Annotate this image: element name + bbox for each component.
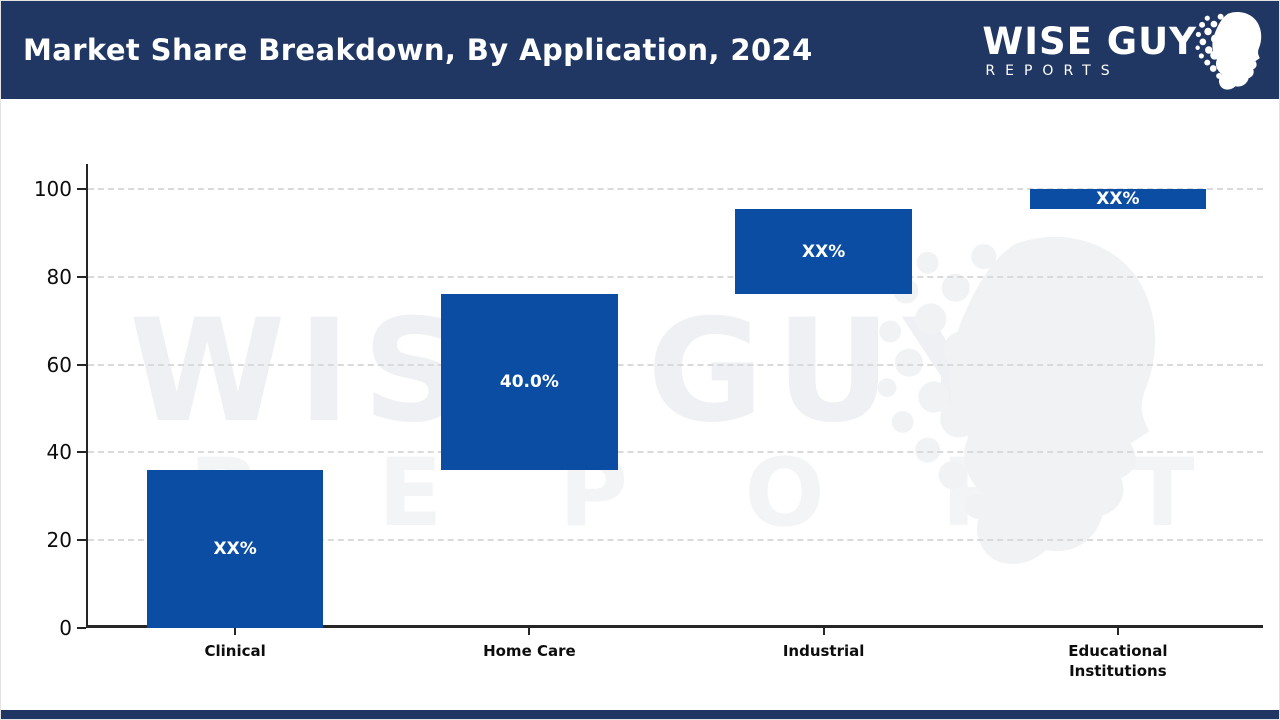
logo-text: WISE GUY REPORTS — [982, 19, 1197, 79]
gridline — [88, 539, 1263, 542]
footer-bar — [1, 710, 1279, 719]
bar — [146, 469, 324, 628]
bar-value-label: XX% — [1096, 188, 1140, 209]
category-label: Industrial — [782, 642, 865, 660]
y-tick-label: 40 — [46, 440, 72, 465]
logo-subtitle: REPORTS — [985, 62, 1120, 79]
y-tick-mark — [77, 275, 86, 278]
header: Market Share Breakdown, By Application, … — [1, 1, 1279, 99]
x-tick-mark — [234, 628, 237, 635]
plot-area: 0 20 40 60 80 100 XX% Clinical 40.0% Home Care XX%… — [34, 164, 1263, 680]
gridline — [88, 451, 1263, 454]
category-label: Clinical — [204, 642, 266, 660]
y-tick-mark — [77, 627, 86, 629]
x-tick-mark — [822, 628, 825, 635]
category-label: Educational Institutions — [1068, 642, 1168, 680]
x-tick-mark — [1116, 628, 1119, 635]
page-title: Market Share Breakdown, By Application, … — [23, 33, 813, 67]
y-tick-label: 0 — [59, 616, 72, 640]
logo-wordmark: WISE GUY — [982, 19, 1197, 63]
logo-head-icon — [1195, 12, 1262, 90]
y-tick-label: 20 — [46, 528, 72, 553]
wiseguy-logo: WISE GUY REPORTS — [982, 9, 1265, 91]
bar — [735, 208, 912, 295]
x-tick-mark — [528, 628, 531, 635]
y-tick-label: 100 — [33, 177, 72, 202]
gridline — [88, 188, 1263, 191]
y-tick-mark — [77, 451, 86, 454]
gridline — [88, 275, 1263, 278]
bar-value-label: XX% — [213, 538, 257, 559]
y-tick-label: 60 — [46, 352, 72, 377]
y-tick-mark — [77, 539, 86, 542]
bar — [441, 294, 618, 470]
bar — [1029, 189, 1207, 209]
bar-value-label: XX% — [802, 241, 846, 262]
y-tick-mark — [77, 363, 86, 366]
category-label: Home Care — [483, 642, 576, 660]
bar-value-label: 40.0% — [499, 372, 559, 393]
gridline — [88, 363, 1263, 366]
y-tick-mark — [77, 188, 86, 191]
y-tick-label: 80 — [46, 264, 72, 289]
